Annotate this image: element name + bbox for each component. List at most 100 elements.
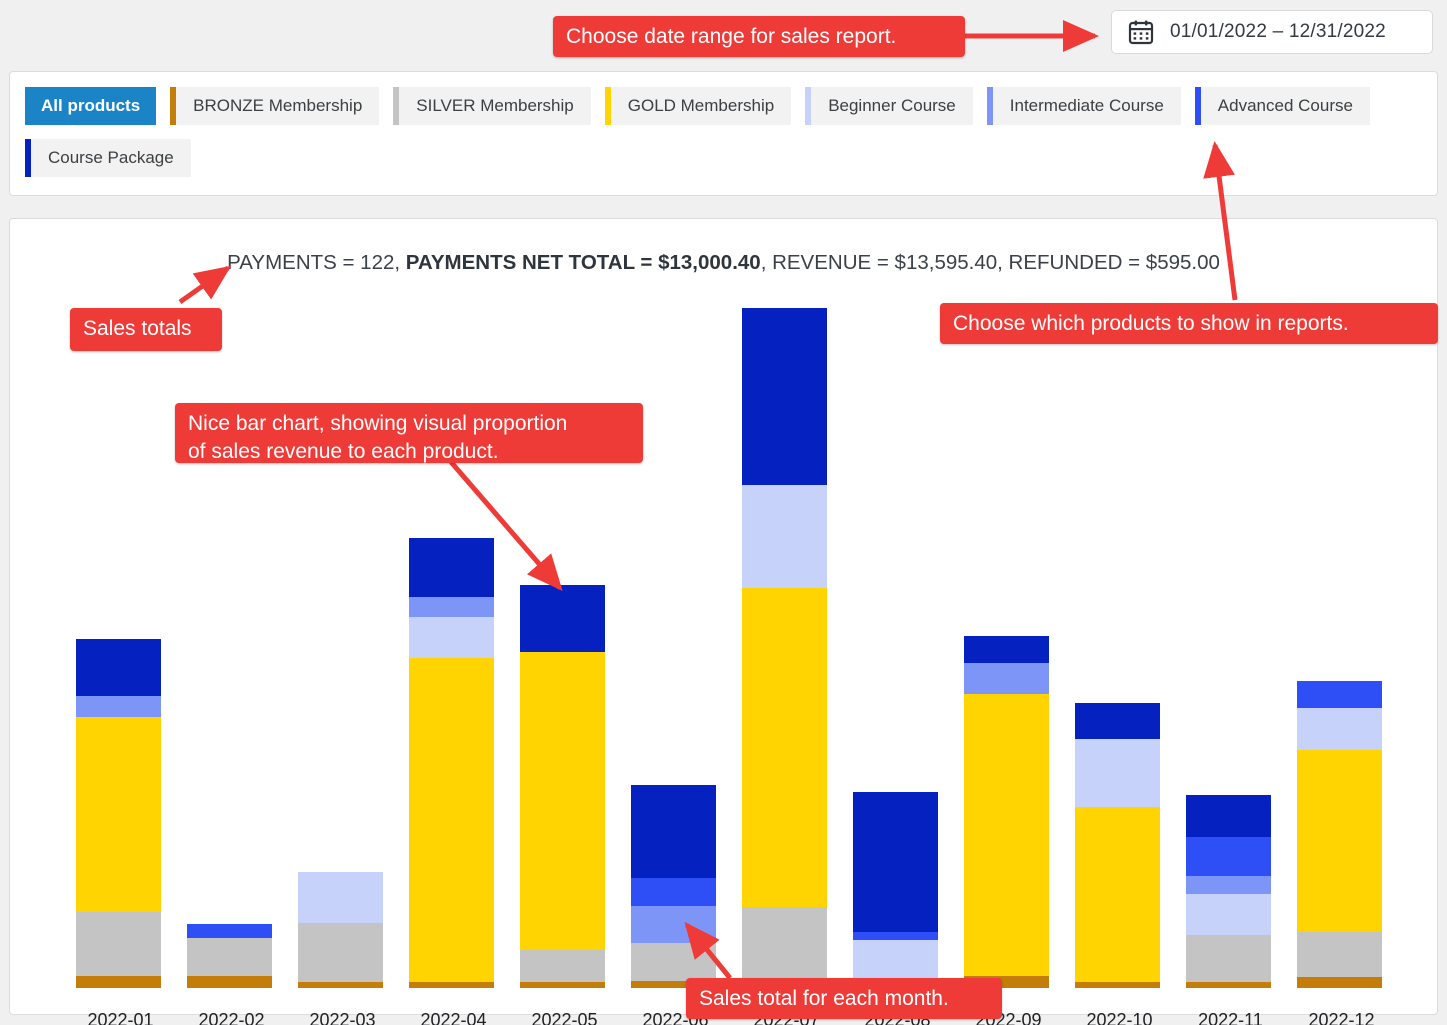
chart-bar-segment[interactable] <box>520 652 605 951</box>
chart-bar-segment[interactable] <box>1186 934 1271 983</box>
chart-bar-segment[interactable] <box>76 695 161 717</box>
product-filter-chip-0[interactable]: All products <box>25 87 157 125</box>
chart-bar-segment[interactable] <box>853 791 938 932</box>
chart-x-axis-label: 2022-02 <box>198 1010 265 1025</box>
chart-bar-stack[interactable] <box>853 791 938 988</box>
callout-bar-chart: Nice bar chart, showing visual proportio… <box>175 403 643 463</box>
chart-bar-segment[interactable] <box>76 911 161 976</box>
chart-bar-segment[interactable] <box>1297 976 1382 988</box>
product-filter-chip-label: All products <box>41 96 141 115</box>
chart-bar-column[interactable]: 2022-05$1647.95 <box>509 317 620 1025</box>
chart-bar-stack[interactable] <box>742 307 827 988</box>
product-filter-chip-2[interactable]: SILVER Membership <box>393 87 591 125</box>
chart-bar-segment[interactable] <box>187 975 272 988</box>
chart-bar-segment[interactable] <box>409 596 494 617</box>
chart-bar-segment[interactable] <box>631 906 716 943</box>
product-filter-chip-6[interactable]: Advanced Course <box>1194 87 1370 125</box>
product-filter-chip-5[interactable]: Intermediate Course <box>986 87 1181 125</box>
date-range-picker[interactable]: 01/01/2022 – 12/31/2022 <box>1111 10 1433 54</box>
chart-bar-segment[interactable] <box>853 940 938 979</box>
chart-bar-stack[interactable] <box>298 871 383 988</box>
chart-bar-segment[interactable] <box>1075 703 1160 739</box>
summary-net-total: PAYMENTS NET TOTAL = $13,000.40 <box>405 251 761 274</box>
chart-bar-segment[interactable] <box>1186 876 1271 894</box>
product-color-swatch <box>393 87 400 125</box>
product-filter-chip-label: Course Package <box>48 148 174 167</box>
chart-bar-segment[interactable] <box>409 982 494 988</box>
chart-bar-column[interactable]: 2022-02$314.95 <box>176 317 287 1025</box>
chart-bar-segment[interactable] <box>409 538 494 597</box>
chart-bar-segment[interactable] <box>631 942 716 982</box>
product-filter-chip-label: Advanced Course <box>1217 96 1353 115</box>
sales-bar-chart: 2022-01$1014.952022-02$314.952022-03$407… <box>10 307 1437 1025</box>
chart-bar-segment[interactable] <box>520 584 605 653</box>
chart-bar-stack[interactable] <box>76 639 161 988</box>
chart-bar-segment[interactable] <box>1075 738 1160 808</box>
chart-bar-stack[interactable] <box>409 538 494 988</box>
chart-bar-stack[interactable] <box>1186 795 1271 988</box>
chart-bar-segment[interactable] <box>409 616 494 658</box>
chart-bar-segment[interactable] <box>742 485 827 589</box>
chart-bar-segment[interactable] <box>1297 931 1382 977</box>
summary-payments: PAYMENTS = 122, <box>227 251 406 274</box>
chart-bar-column[interactable]: 2022-11$608.95 <box>1175 317 1286 1025</box>
chart-bar-segment[interactable] <box>1186 795 1271 838</box>
product-filter-chip-1[interactable]: BRONZE Membership <box>170 87 380 125</box>
chart-bar-segment[interactable] <box>1186 982 1271 988</box>
chart-bar-column[interactable]: 2022-07$2382.95 <box>731 307 842 1025</box>
chart-bar-column[interactable]: 2022-10$962.95 <box>1064 317 1175 1025</box>
chart-bar-segment[interactable] <box>631 785 716 879</box>
chart-bar-segment[interactable] <box>1075 982 1160 988</box>
chart-bar-segment[interactable] <box>1075 807 1160 983</box>
chart-bar-stack[interactable] <box>187 923 272 988</box>
chart-bar-segment[interactable] <box>1297 681 1382 708</box>
chart-bar-segment[interactable] <box>1186 893 1271 935</box>
chart-bar-segment[interactable] <box>1297 707 1382 750</box>
chart-bar-column[interactable]: 2022-01$1014.95 <box>65 317 176 1025</box>
chart-bar-segment[interactable] <box>964 663 1049 695</box>
callout-month-total: Sales total for each month. <box>686 978 1002 1019</box>
callout-date-range: Choose date range for sales report. <box>553 16 965 57</box>
chart-bar-stack[interactable] <box>520 584 605 988</box>
chart-bar-segment[interactable] <box>964 694 1049 976</box>
chart-bar-segment[interactable] <box>1297 749 1382 932</box>
chart-bar-stack[interactable] <box>1075 703 1160 988</box>
product-filter-chip-4[interactable]: Beginner Course <box>805 87 973 125</box>
chart-bar-column[interactable]: 2022-09$1461.95 <box>953 317 1064 1025</box>
chart-bar-segment[interactable] <box>631 878 716 907</box>
chart-bar-segment[interactable] <box>187 923 272 939</box>
chart-bar-segment[interactable] <box>742 588 827 908</box>
chart-bar-column[interactable]: 2022-08$729.95 <box>842 317 953 1025</box>
chart-bar-segment[interactable] <box>298 982 383 988</box>
sales-report-panel: PAYMENTS = 122, PAYMENTS NET TOTAL = $13… <box>9 218 1438 1025</box>
chart-bar-segment[interactable] <box>742 307 827 486</box>
chart-bar-segment[interactable] <box>298 922 383 983</box>
chart-bar-column[interactable]: 2022-12$1111.95 <box>1286 317 1397 1025</box>
product-filter-chip-7[interactable]: Course Package <box>25 139 191 177</box>
product-filter-chip-3[interactable]: GOLD Membership <box>604 87 792 125</box>
chart-bar-segment[interactable] <box>76 716 161 912</box>
chart-bar-segment[interactable] <box>520 950 605 983</box>
product-filter-chip-label: BRONZE Membership <box>193 96 363 115</box>
chart-bar-segment[interactable] <box>76 975 161 988</box>
chart-bar-segment[interactable] <box>964 635 1049 664</box>
callout-sales-totals: Sales totals <box>70 308 222 351</box>
chart-bar-column[interactable]: 2022-03$407.95 <box>287 317 398 1025</box>
chart-bar-stack[interactable] <box>1297 681 1382 988</box>
product-filter-chip-label: SILVER Membership <box>416 96 574 115</box>
chart-bar-segment[interactable] <box>853 931 938 941</box>
chart-bar-segment[interactable] <box>1186 837 1271 877</box>
chart-bar-segment[interactable] <box>742 907 827 983</box>
chart-bar-segment[interactable] <box>76 639 161 696</box>
chart-bar-stack[interactable] <box>964 635 1049 988</box>
chart-bar-stack[interactable] <box>631 785 716 988</box>
product-color-swatch <box>805 87 812 125</box>
chart-bar-segment[interactable] <box>187 938 272 976</box>
chart-plot-area: 2022-01$1014.952022-02$314.952022-03$407… <box>34 307 1413 1025</box>
chart-bar-segment[interactable] <box>298 871 383 923</box>
chart-bar-segment[interactable] <box>631 981 716 988</box>
chart-bar-segment[interactable] <box>520 982 605 988</box>
chart-bar-segment[interactable] <box>409 657 494 983</box>
chart-bar-column[interactable]: 2022-06$750.95 <box>620 317 731 1025</box>
